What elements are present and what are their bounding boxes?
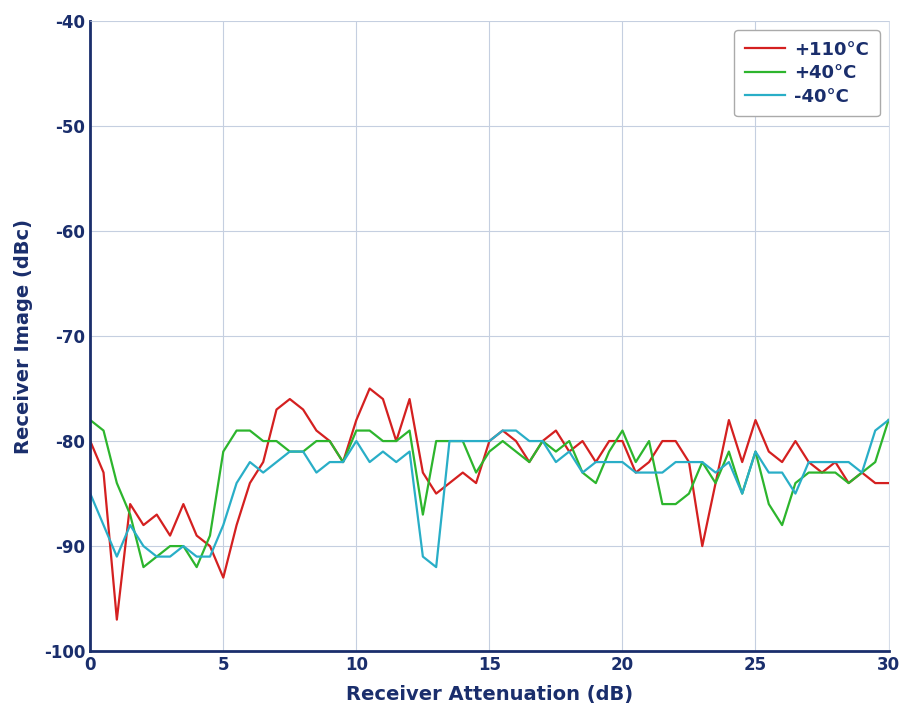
+110°C: [364, 384, 375, 393]
Legend: +110°C, +40°C, -40°C: +110°C, +40°C, -40°C: [734, 30, 879, 116]
+110°C: [112, 615, 122, 624]
+40°C: [284, 447, 295, 456]
+40°C: [85, 416, 96, 424]
X-axis label: Receiver Attenuation (dB): Receiver Attenuation (dB): [345, 685, 633, 704]
-40°C: [790, 489, 801, 498]
+110°C: [883, 479, 894, 488]
Line: +110°C: +110°C: [90, 388, 888, 620]
+40°C: [790, 479, 801, 488]
-40°C: [430, 563, 441, 572]
Line: +40°C: +40°C: [90, 420, 888, 567]
+40°C: [377, 437, 388, 445]
+110°C: [537, 437, 548, 445]
+110°C: [85, 437, 96, 445]
-40°C: [271, 458, 282, 467]
Y-axis label: Receiver Image (dBc): Receiver Image (dBc): [14, 218, 33, 454]
+40°C: [577, 468, 588, 477]
+110°C: [284, 395, 295, 404]
-40°C: [364, 458, 375, 467]
+40°C: [883, 416, 894, 424]
-40°C: [577, 468, 588, 477]
-40°C: [244, 458, 255, 467]
Line: -40°C: -40°C: [90, 420, 888, 567]
-40°C: [524, 437, 535, 445]
+40°C: [258, 437, 269, 445]
+110°C: [803, 458, 814, 467]
+40°C: [138, 563, 149, 572]
-40°C: [85, 489, 96, 498]
+110°C: [258, 458, 269, 467]
+40°C: [524, 458, 535, 467]
-40°C: [883, 416, 894, 424]
+110°C: [590, 458, 601, 467]
+110°C: [391, 437, 402, 445]
